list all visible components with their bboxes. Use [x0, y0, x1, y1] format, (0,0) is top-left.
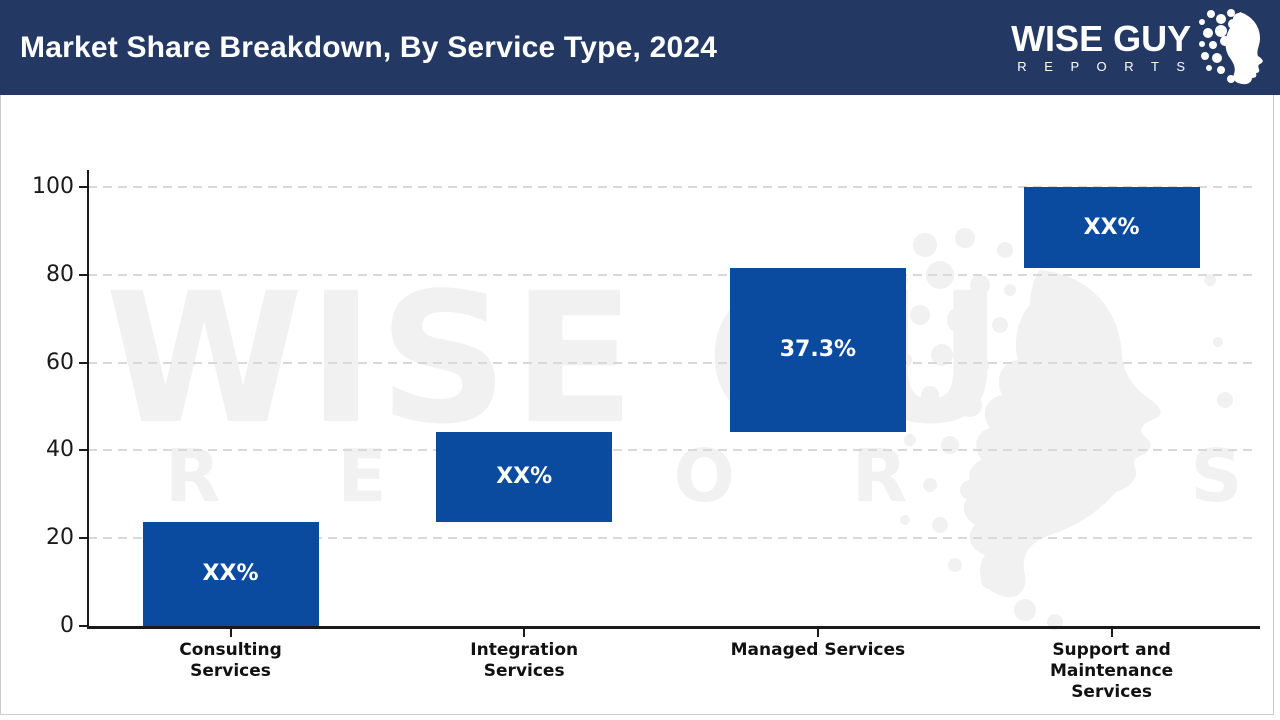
- y-tick-label: 0: [60, 613, 74, 638]
- bar-value-label: 37.3%: [779, 337, 857, 363]
- logo-wordmark: WISE GUY: [1011, 17, 1192, 59]
- gridline-20: [88, 537, 1258, 540]
- y-axis-tick: [79, 361, 88, 364]
- bar-1: XX%: [142, 521, 319, 626]
- y-axis-tick: [79, 537, 88, 540]
- x-tick-label-line: Managed Services: [730, 640, 906, 660]
- x-tick-label-line: Integration: [470, 640, 579, 660]
- y-tick-label: 80: [46, 261, 74, 287]
- wiseguy-logo: WISE GUY R E P O R T S: [1010, 8, 1266, 88]
- bar-value-label: XX%: [496, 464, 553, 489]
- bar-2: XX%: [436, 431, 613, 522]
- x-axis-tick: [1110, 629, 1113, 637]
- gridline-100: [88, 186, 1258, 188]
- gridline-40: [88, 449, 1258, 452]
- y-axis-tick: [79, 625, 88, 627]
- bar-3: 37.3%: [729, 267, 906, 432]
- y-axis-tick: [79, 273, 88, 276]
- x-tick-label-line: Support and: [1052, 640, 1171, 660]
- bar-value-label: XX%: [202, 561, 259, 587]
- x-tick-label: Integration Services: [404, 640, 644, 682]
- x-tick-label-line: Services: [1071, 682, 1152, 702]
- gridline-60: [88, 361, 1258, 364]
- y-axis-line: [87, 170, 89, 628]
- x-axis-line: [87, 626, 1260, 629]
- x-tick-label-line: Consulting: [179, 640, 282, 660]
- y-tick-label: 100: [32, 174, 74, 199]
- x-tick-label: Support and Maintenance Services: [992, 640, 1232, 703]
- header-bar: Market Share Breakdown, By Service Type,…: [0, 0, 1280, 95]
- x-tick-label-line: Maintenance: [1049, 661, 1174, 681]
- x-tick-label-line: Services: [190, 661, 271, 681]
- x-tick-label: Managed Services: [698, 640, 938, 661]
- chart-title: Market Share Breakdown, By Service Type,…: [20, 30, 718, 64]
- x-axis-tick: [523, 629, 526, 637]
- y-axis-tick: [79, 449, 88, 452]
- chart-area: WISE GU R E P O R T S 0 20 40 60 80 100 XX% Con…: [0, 95, 1280, 720]
- bar-4: XX%: [1023, 187, 1200, 268]
- logo-text: WISE GUY R E P O R T S: [1010, 17, 1192, 75]
- x-axis-tick: [816, 629, 819, 637]
- y-axis-tick: [79, 186, 88, 188]
- y-tick-label: 60: [46, 349, 74, 375]
- y-tick-label: 40: [46, 437, 74, 463]
- plot-area: 0 20 40 60 80 100 XX% Consulting Services XX% Inte…: [0, 95, 1280, 720]
- gridline-80: [88, 273, 1258, 276]
- y-tick-label: 20: [46, 525, 74, 551]
- logo-subtext: R E P O R T S: [1017, 58, 1192, 74]
- bar-value-label: XX%: [1083, 214, 1140, 240]
- logo-face-icon: [1199, 8, 1263, 84]
- x-tick-label: Consulting Services: [111, 640, 351, 682]
- x-axis-tick: [229, 629, 232, 637]
- x-tick-label-line: Services: [483, 661, 565, 681]
